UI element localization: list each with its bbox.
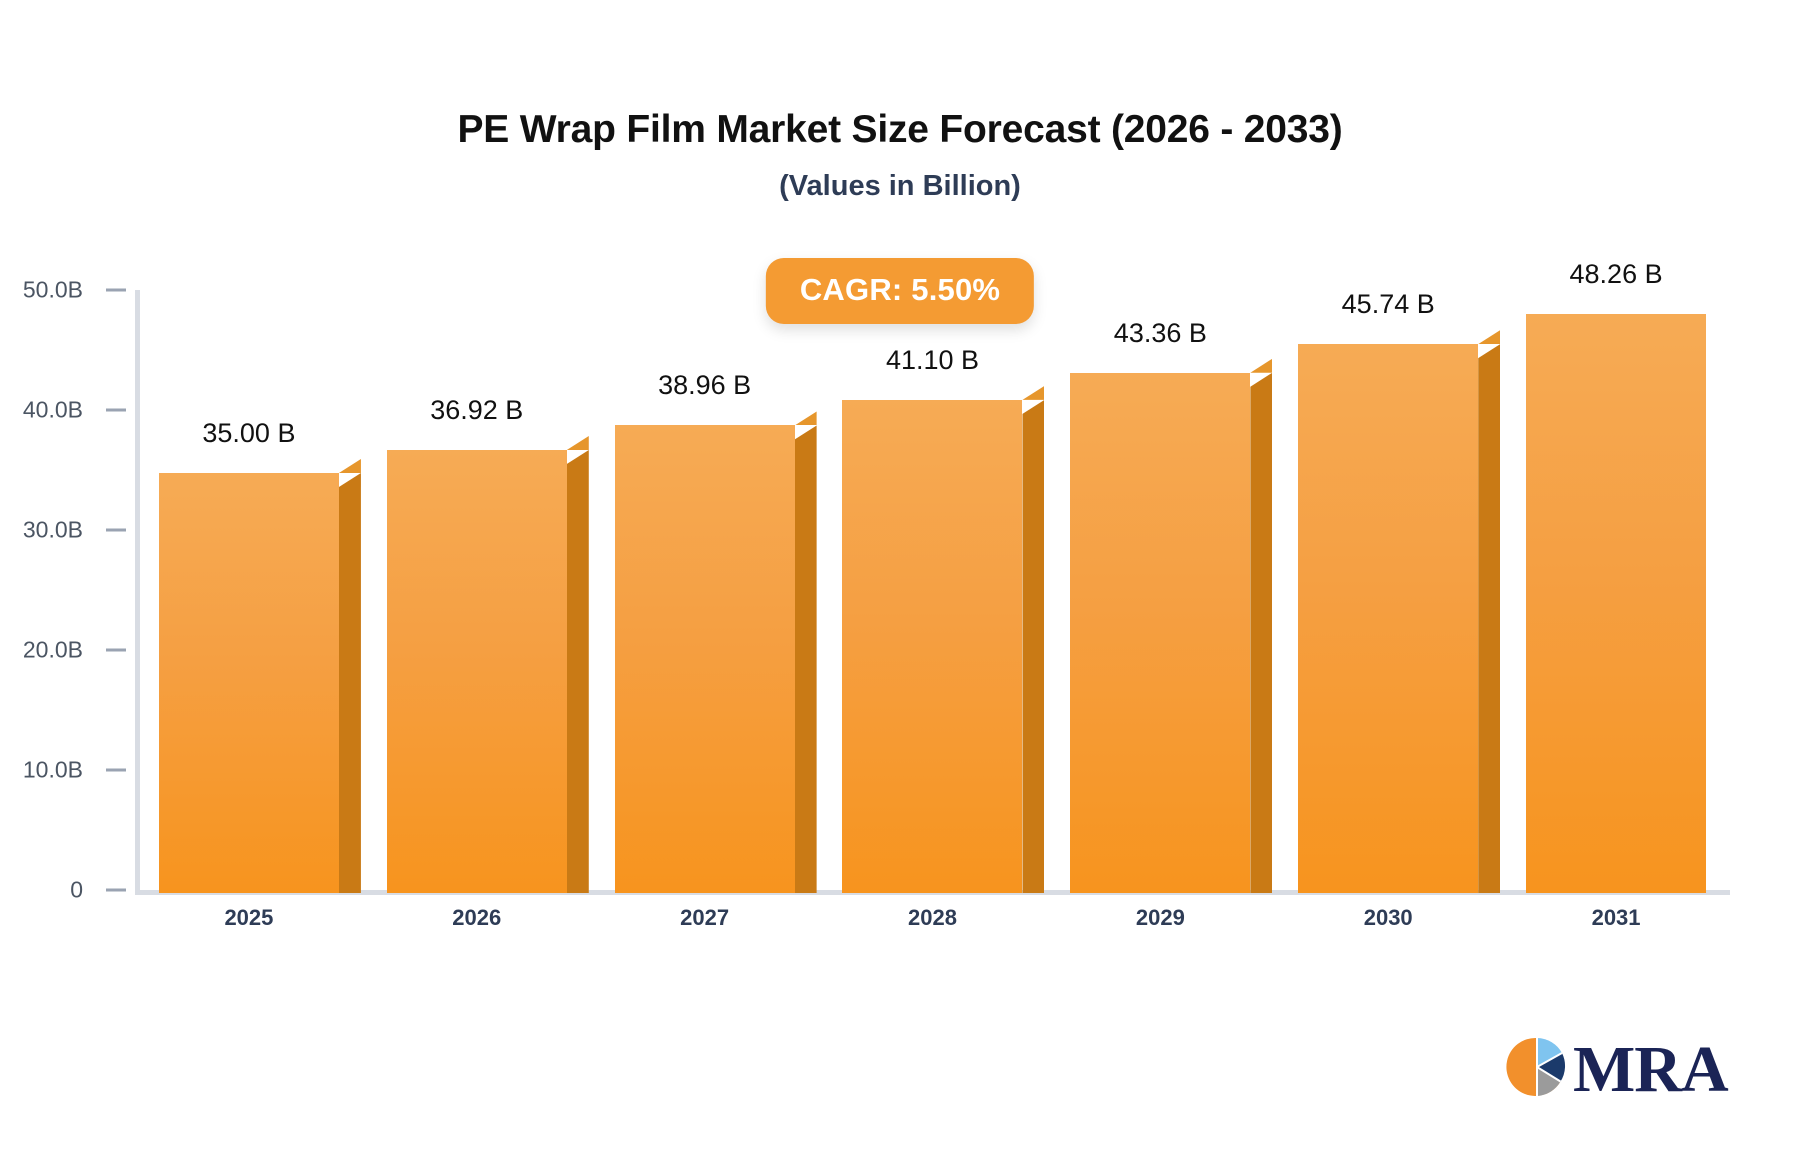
- x-axis-tick-label: 2029: [1135, 905, 1185, 930]
- x-axis-tick-label: 2031: [1591, 905, 1641, 930]
- y-axis-tick-label: 10.0B: [22, 756, 83, 783]
- bar[interactable]: [842, 385, 1045, 893]
- bar-value-label: 35.00 B: [202, 418, 296, 448]
- bar-front-face: [1298, 344, 1479, 893]
- bar-value-label: 38.96 B: [658, 370, 752, 401]
- bar-front-face: [842, 399, 1023, 893]
- bar-side-face: [566, 449, 589, 893]
- bar-top-face: [1478, 330, 1501, 345]
- x-axis-tick-label: 2028: [908, 905, 957, 930]
- chart-title: PE Wrap Film Market Size Forecast (2026 …: [457, 108, 1343, 151]
- bar[interactable]: [614, 411, 817, 893]
- bar-group: 43.36 B 2029: [1070, 293, 1273, 930]
- y-axis-tick-label: 30.0B: [22, 516, 83, 543]
- cagr-badge: CAGR: 5.50%: [765, 258, 1035, 324]
- bar-group: 41.10 B 2028: [842, 293, 1045, 930]
- bar-value-label: 43.36 B: [1113, 317, 1207, 348]
- x-axis-tick-label: 2025: [224, 905, 274, 930]
- bar-side-face: [338, 473, 361, 893]
- y-axis-tick-mark: [106, 768, 126, 772]
- bar-group: 35.00 B 2025: [158, 293, 361, 930]
- y-axis-tick-mark: [106, 888, 126, 892]
- bar[interactable]: [386, 435, 589, 893]
- y-axis-tick-label: 20.0B: [22, 636, 83, 663]
- bar-group: 38.96 B 2027: [614, 293, 817, 930]
- bar-top-face: [1250, 358, 1273, 373]
- bar[interactable]: [1526, 313, 1707, 893]
- y-axis-tick-mark: [106, 648, 126, 652]
- bar-value-label: 41.10 B: [885, 344, 980, 375]
- bar-value-label: 45.74 B: [1341, 289, 1435, 320]
- bar[interactable]: [1298, 330, 1501, 893]
- x-axis-tick-label: 2030: [1363, 905, 1413, 930]
- bar-top-face: [794, 411, 817, 426]
- plot-area: 35.00 B 2025 36.92 B 2026 38.96 B 2027 41.10 B…: [135, 259, 1730, 930]
- y-axis-tick-mark: [106, 288, 126, 292]
- bar-front-face: [1070, 372, 1251, 893]
- bar-front-face: [158, 473, 339, 893]
- y-axis-tick-mark: [106, 528, 126, 532]
- y-axis-tick-mark: [106, 408, 126, 412]
- bar-group: 48.26 B 2031: [1526, 259, 1707, 930]
- bar-top-face: [338, 459, 361, 473]
- y-axis-tick-label: 50.0B: [22, 276, 83, 303]
- x-axis-tick-label: 2026: [452, 905, 502, 930]
- bar-top-face: [566, 435, 589, 450]
- bar-top-face: [1022, 385, 1045, 400]
- chart-subtitle: (Values in Billion): [779, 170, 1021, 202]
- bar[interactable]: [1070, 358, 1273, 893]
- y-axis-tick-label: 0: [70, 876, 83, 903]
- bar-group: 45.74 B 2030: [1298, 289, 1501, 930]
- bar-side-face: [1022, 399, 1045, 893]
- x-axis-tick-label: 2027: [680, 905, 730, 930]
- bar-value-label: 36.92 B: [430, 394, 524, 425]
- y-axis-tick-label: 40.0B: [22, 396, 83, 423]
- bar-front-face: [386, 449, 567, 893]
- pie-chart-icon: [1505, 1035, 1569, 1104]
- bar[interactable]: [158, 459, 361, 893]
- logo-wordmark: MRA: [1573, 1032, 1729, 1106]
- company-logo: MRA: [1505, 1032, 1729, 1106]
- bar-side-face: [1478, 344, 1501, 893]
- bar-side-face: [794, 425, 817, 893]
- bar-group: 36.92 B 2026: [386, 293, 589, 930]
- bar-front-face: [614, 425, 795, 893]
- bar-value-label: 48.26 B: [1569, 258, 1663, 289]
- bar-front-face: [1526, 313, 1707, 893]
- y-axis-line: [135, 290, 140, 893]
- bar-side-face: [1250, 372, 1273, 893]
